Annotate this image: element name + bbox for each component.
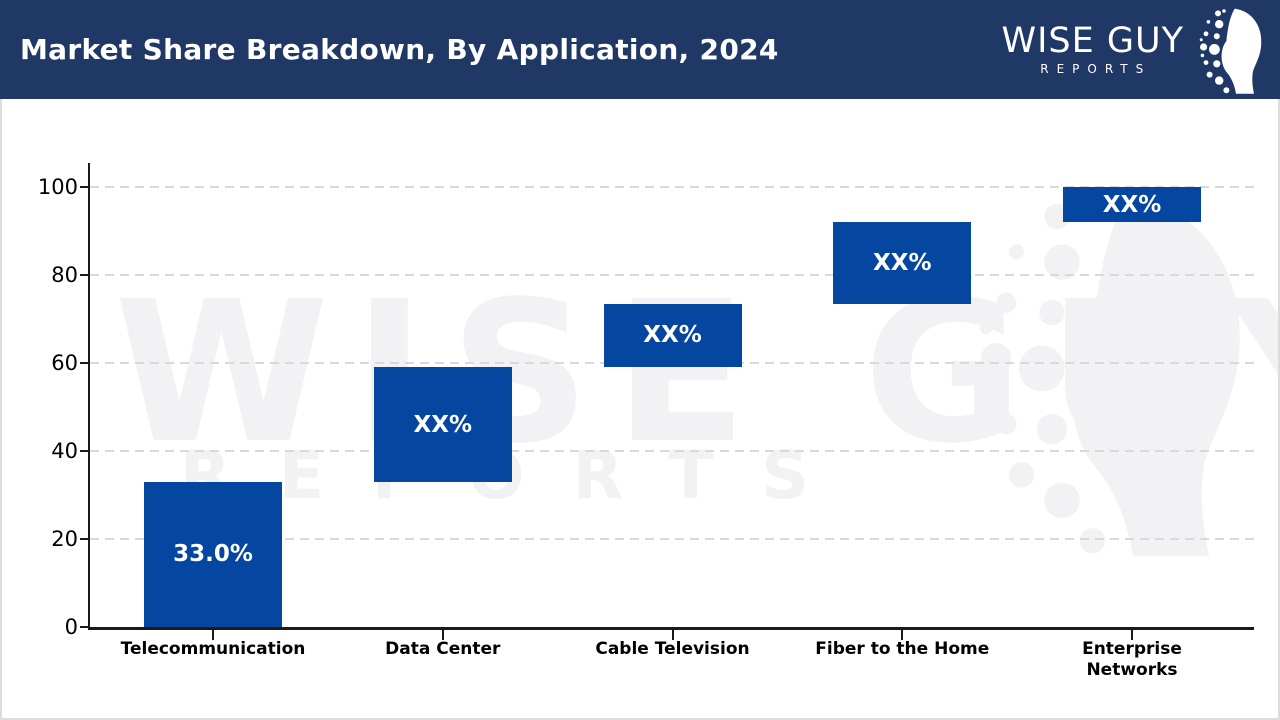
- gridline: [90, 274, 1254, 276]
- gridline: [90, 186, 1254, 188]
- logo-text-block: WISE GUY REPORTS: [1001, 23, 1184, 76]
- bar-label: XX%: [643, 322, 702, 349]
- x-tick-label: Fiber to the Home: [815, 639, 990, 659]
- bar-label: XX%: [1102, 191, 1162, 218]
- logo-sub-text: REPORTS: [1040, 61, 1152, 76]
- brand-logo: WISE GUY REPORTS: [1001, 5, 1280, 95]
- x-axis-line: [88, 627, 1254, 630]
- y-tick-label: 20: [51, 527, 78, 551]
- y-tick: [80, 362, 88, 364]
- bar-label: XX%: [413, 411, 472, 438]
- face-dots-logo-icon: [1188, 5, 1266, 95]
- y-tick-label: 100: [37, 175, 78, 199]
- bar: XX%: [603, 303, 742, 368]
- x-tick-label: Telecommunication: [120, 639, 306, 659]
- bar: XX%: [373, 367, 512, 482]
- y-tick-label: 40: [51, 439, 78, 463]
- x-tick-label: Data Center: [385, 639, 501, 659]
- x-tick-label: Cable Television: [595, 639, 750, 659]
- x-tick: [1131, 630, 1133, 640]
- y-axis-spine: [88, 163, 90, 629]
- y-tick: [80, 538, 88, 540]
- bar: 33.0%: [144, 481, 282, 627]
- y-tick-label: 60: [51, 351, 78, 375]
- x-tick: [901, 630, 904, 640]
- bar: XX%: [1063, 187, 1201, 223]
- bar-label: 33.0%: [173, 541, 253, 568]
- x-tick: [671, 630, 674, 640]
- y-tick: [80, 274, 88, 276]
- header: Market Share Breakdown, By Application, …: [0, 0, 1280, 99]
- gridline: [90, 538, 1254, 540]
- x-tick: [212, 630, 214, 640]
- y-tick-label: 80: [51, 263, 78, 287]
- y-tick: [80, 450, 88, 452]
- y-tick: [80, 186, 88, 188]
- bar: XX%: [833, 222, 972, 304]
- y-tick: [80, 626, 88, 628]
- page-title: Market Share Breakdown, By Application, …: [20, 33, 779, 66]
- bar-label: XX%: [872, 249, 932, 276]
- chart-card: WISE GUY REPORTS 0 20 40 60 80 100 Telecommuni…: [0, 99, 1280, 720]
- logo-brand-text: WISE GUY: [1001, 21, 1184, 62]
- plot-area: 0 20 40 60 80 100 Telecommunication Data Center…: [2, 99, 1278, 718]
- watermark-face-dots-icon: [930, 181, 1260, 565]
- gridline: [90, 450, 1254, 452]
- y-tick-label: 0: [64, 615, 78, 639]
- x-tick-label: Enterprise Networks: [1082, 639, 1182, 681]
- x-tick: [441, 630, 444, 640]
